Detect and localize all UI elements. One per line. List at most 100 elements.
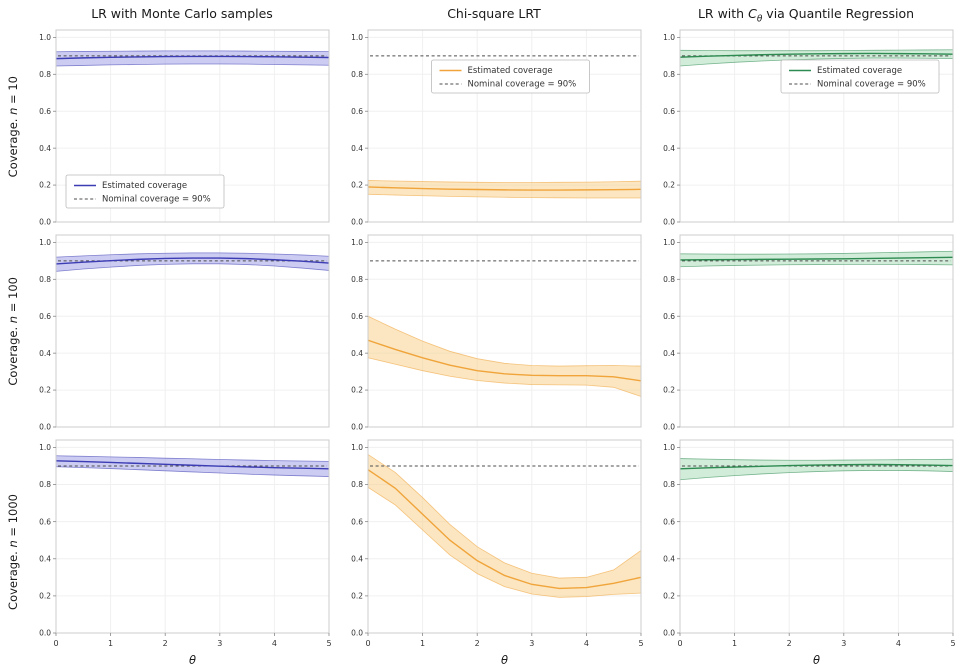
y-tick-label: 0.0 — [351, 218, 363, 227]
legend: Estimated coverage Nominal coverage = 90% — [780, 59, 940, 94]
panel-n100-quantile-regression: 0.0 0.2 0.4 0.6 0.8 1.0 — [650, 229, 962, 434]
legend-estimated-label: Estimated coverage — [102, 181, 187, 191]
panel-n10-quantile-regression: 0.0 0.2 0.4 0.6 0.8 1.0 Estimated coverage Nomi… — [650, 24, 962, 229]
y-tick-label: 0.6 — [663, 107, 675, 116]
y-tick-label: 0.6 — [351, 517, 363, 526]
x-tick-label: 4 — [584, 639, 589, 648]
y-tick-label: 0.2 — [663, 386, 675, 395]
y-tick-label: 0.2 — [39, 591, 51, 600]
band-lower-edge — [55, 466, 330, 477]
estimated-coverage-line — [367, 186, 642, 191]
y-tick-label: 0.0 — [663, 218, 675, 227]
legend-box — [65, 174, 225, 209]
legend-box — [431, 59, 590, 94]
x-tick-label: 0 — [365, 639, 370, 648]
x-tick-label: 5 — [950, 639, 955, 648]
band-lower-edge — [679, 263, 954, 268]
plot-area — [368, 235, 641, 427]
coverage-plot-r2-c0: 0.0 0.2 0.4 0.6 0.8 1.0 0 1 2 3 4 5 θ — [39, 439, 332, 667]
legend-estimated-label: Estimated coverage — [468, 66, 553, 76]
plot-spines — [367, 29, 642, 223]
estimated-coverage-line — [367, 339, 642, 382]
col-title-text: LR with — [697, 6, 749, 21]
x-tick-label: 3 — [841, 639, 846, 648]
col-title-text: LR with Monte Carlo samples — [91, 6, 273, 21]
plot-spines — [679, 234, 954, 428]
y-tick-label: 0.2 — [39, 386, 51, 395]
coverage-plot-r0-c2: 0.0 0.2 0.4 0.6 0.8 1.0 Estimated coverage Nomi… — [663, 29, 954, 227]
band-lower-edge — [367, 357, 642, 397]
plot-spines — [679, 29, 954, 223]
x-tick-label: 3 — [217, 639, 222, 648]
y-tick-label: 0.4 — [663, 554, 675, 563]
panel-n1000-chi-square: 0.0 0.2 0.4 0.6 0.8 1.0 0 1 2 3 4 5 θ — [338, 434, 650, 669]
legend-estimated-label: Estimated coverage — [817, 66, 902, 76]
estimated-coverage-line — [679, 52, 954, 58]
x-tick-label: 2 — [475, 639, 480, 648]
y-tick-label: 0.8 — [663, 275, 675, 284]
band-upper-edge — [367, 180, 642, 183]
estimated-coverage-line — [679, 256, 954, 261]
x-tick-label: 4 — [896, 639, 901, 648]
x-axis-label: θ — [813, 653, 820, 667]
estimated-coverage-line — [55, 55, 330, 60]
confidence-band — [56, 252, 329, 272]
y-tick-label: 0.0 — [39, 423, 51, 432]
band-lower-edge — [679, 57, 954, 67]
y-tick-label: 0.0 — [39, 218, 51, 227]
y-tick-label: 0.6 — [663, 312, 675, 321]
band-lower-edge — [679, 470, 954, 481]
x-tick-label: 2 — [163, 639, 168, 648]
band-upper-edge — [55, 455, 330, 462]
confidence-band — [368, 316, 641, 397]
y-tick-label: 1.0 — [39, 33, 51, 42]
band-upper-edge — [55, 50, 330, 53]
band-lower-edge — [367, 193, 641, 199]
col-title-chi-square: Chi-square LRT — [338, 0, 650, 24]
y-tick-label: 0.4 — [351, 554, 363, 563]
coverage-plot-r0-c1: 0.0 0.2 0.4 0.6 0.8 1.0 Estimated coverage Nomi… — [351, 29, 642, 227]
estimated-coverage-line — [367, 469, 642, 590]
panel-n10-chi-square: 0.0 0.2 0.4 0.6 0.8 1.0 Estimated coverage Nomi… — [338, 24, 650, 229]
estimated-coverage-line — [679, 463, 954, 470]
plot-spines — [55, 29, 330, 223]
col-title-quantile-regression: LR with Cθ via Quantile Regression — [697, 6, 915, 25]
band-upper-edge — [679, 49, 954, 52]
band-upper-edge — [367, 454, 642, 579]
y-tick-label: 0.0 — [39, 629, 51, 638]
x-tick-label: 3 — [529, 639, 534, 648]
coverage-plot-r1-c2: 0.0 0.2 0.4 0.6 0.8 1.0 — [663, 234, 954, 432]
estimated-coverage-line — [55, 460, 330, 470]
x-axis-label: θ — [189, 653, 196, 667]
y-tick-label: 0.4 — [39, 349, 51, 358]
y-axis-label-n10: Coverage. n = 10 — [6, 75, 20, 178]
band-upper-edge — [367, 315, 642, 367]
panel-n100-monte-carlo: 0.0 0.2 0.4 0.6 0.8 1.0 — [26, 229, 338, 434]
legend: Estimated coverage Nominal coverage = 90% — [431, 59, 590, 94]
coverage-plot-r1-c1: 0.0 0.2 0.4 0.6 0.8 1.0 — [351, 234, 642, 432]
band-lower-edge — [367, 486, 642, 598]
legend-nominal-label: Nominal coverage = 90% — [817, 80, 926, 90]
band-lower-edge — [55, 63, 330, 67]
panel-n10-monte-carlo: 0.0 0.2 0.4 0.6 0.8 1.0 Estimated coverage Nomi… — [26, 24, 338, 229]
y-tick-label: 0.8 — [351, 70, 363, 79]
x-tick-label: 0 — [677, 639, 682, 648]
col-title-monte-carlo: LR with Monte Carlo samples — [26, 0, 338, 24]
x-axis-label: θ — [501, 653, 508, 667]
panel-n100-chi-square: 0.0 0.2 0.4 0.6 0.8 1.0 — [338, 229, 650, 434]
y-tick-label: 0.2 — [663, 591, 675, 600]
estimated-coverage-line — [55, 257, 330, 265]
x-tick-label: 1 — [420, 639, 425, 648]
confidence-band — [56, 50, 329, 66]
y-tick-label: 0.6 — [39, 312, 51, 321]
plot-spines — [367, 439, 642, 634]
y-tick-label: 0.8 — [663, 480, 675, 489]
plot-spines — [679, 439, 954, 634]
x-tick-label: 4 — [272, 639, 277, 648]
x-tick-label: 0 — [53, 639, 58, 648]
y-tick-label: 1.0 — [351, 443, 363, 452]
band-upper-edge — [679, 458, 954, 461]
y-tick-label: 0.4 — [351, 144, 363, 153]
y-tick-label: 0.6 — [351, 312, 363, 321]
